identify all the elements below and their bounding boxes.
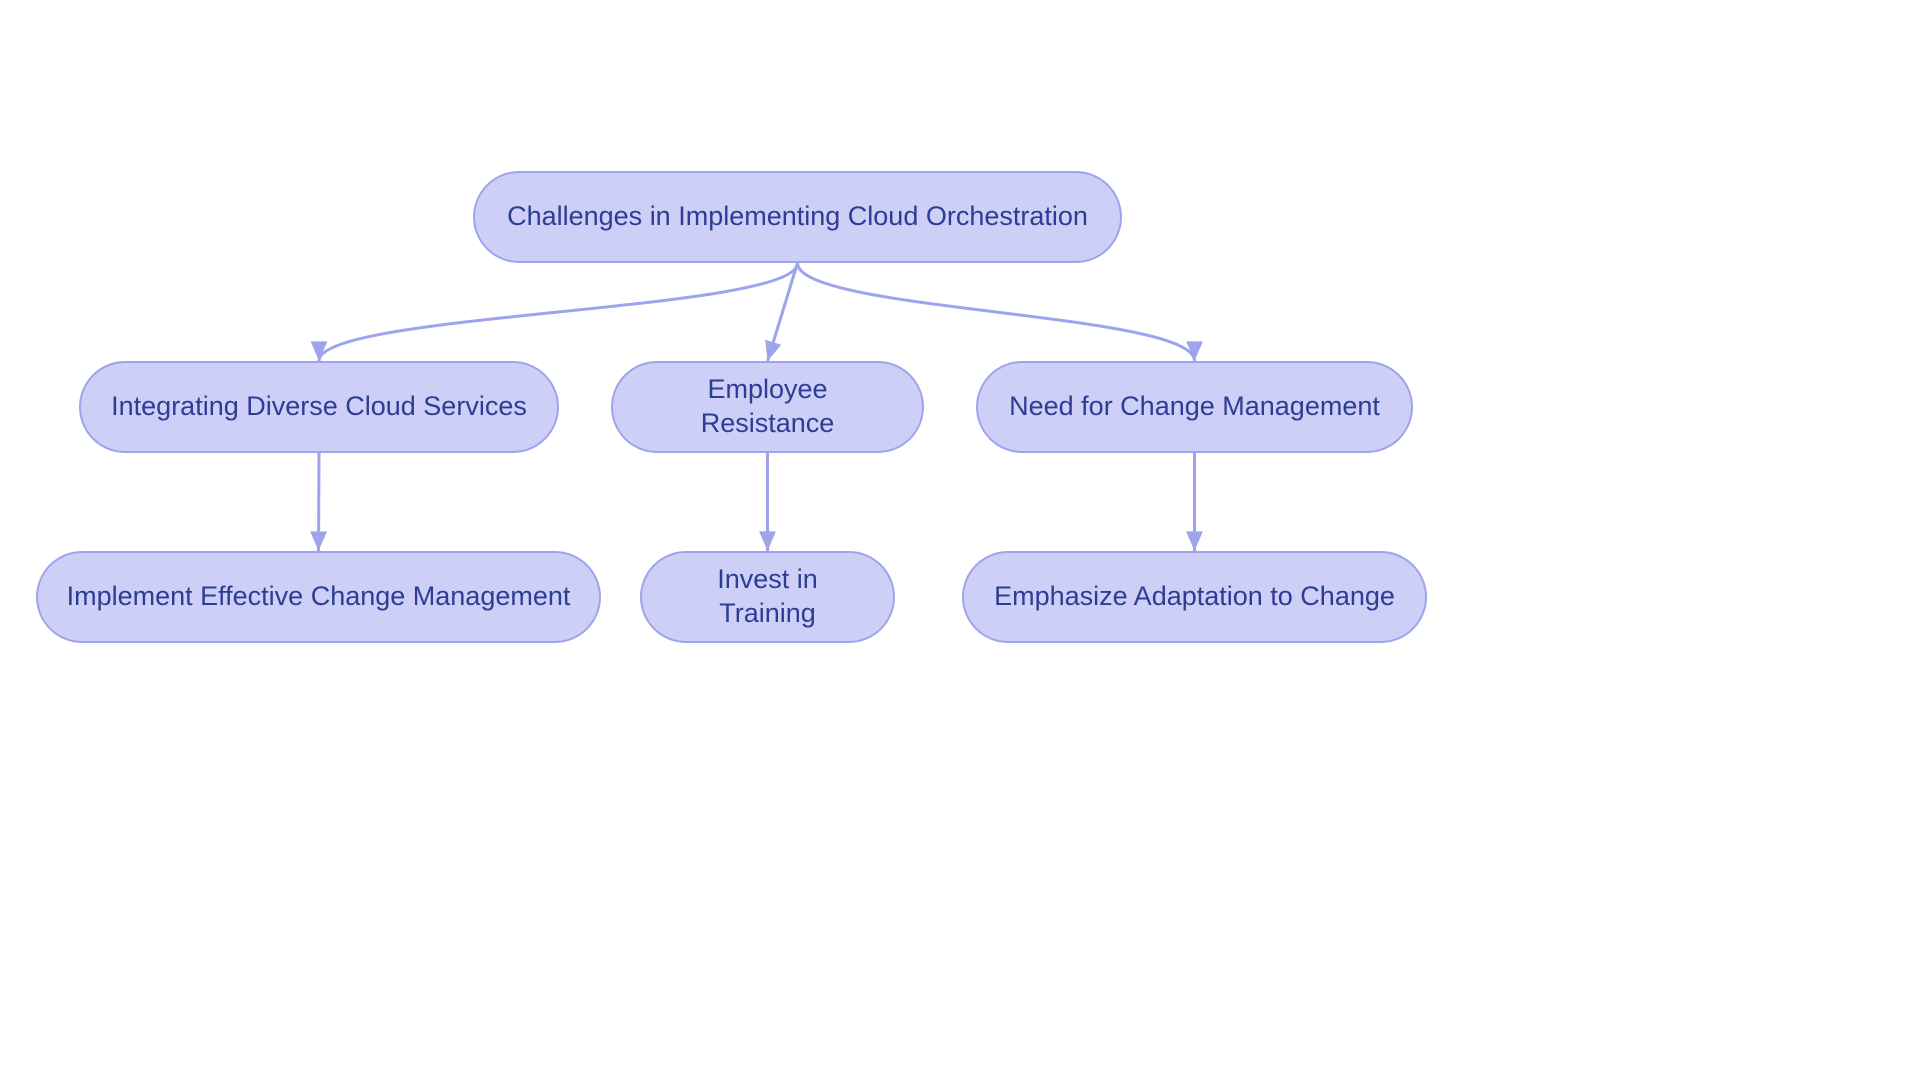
node-c1: Integrating Diverse Cloud Services — [79, 361, 559, 453]
node-label: Implement Effective Change Management — [67, 580, 571, 614]
edge-c1-l1 — [319, 453, 320, 551]
node-label: Employee Resistance — [641, 373, 894, 441]
edges-layer — [0, 0, 1920, 1083]
node-label: Need for Change Management — [1009, 390, 1380, 424]
node-label: Invest in Training — [670, 563, 865, 631]
edge-root-c3 — [798, 263, 1195, 361]
node-l1: Implement Effective Change Management — [36, 551, 601, 643]
node-c3: Need for Change Management — [976, 361, 1413, 453]
node-l3: Emphasize Adaptation to Change — [962, 551, 1427, 643]
diagram-canvas: Challenges in Implementing Cloud Orchest… — [0, 0, 1920, 1083]
node-root: Challenges in Implementing Cloud Orchest… — [473, 171, 1122, 263]
node-label: Integrating Diverse Cloud Services — [111, 390, 527, 424]
edge-root-c1 — [319, 263, 798, 361]
edge-root-c2 — [768, 263, 798, 361]
node-c2: Employee Resistance — [611, 361, 924, 453]
node-label: Challenges in Implementing Cloud Orchest… — [507, 200, 1088, 234]
node-label: Emphasize Adaptation to Change — [994, 580, 1395, 614]
node-l2: Invest in Training — [640, 551, 895, 643]
